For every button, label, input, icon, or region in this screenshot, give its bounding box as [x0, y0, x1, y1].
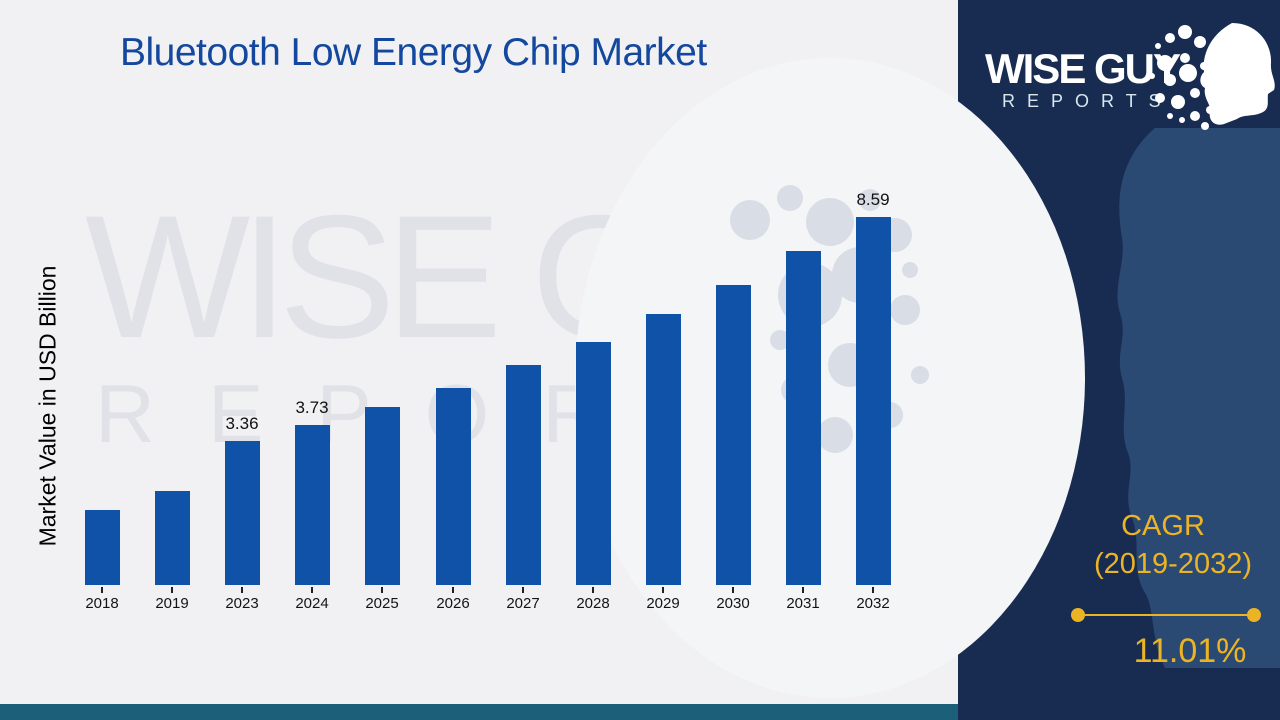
bar-2027 [505, 365, 541, 585]
x-axis-tick [171, 587, 173, 593]
bar-2025 [364, 407, 400, 585]
bar-value-label: 8.59 [856, 190, 890, 209]
x-axis-label: 2027 [506, 595, 540, 612]
bar-2018 [84, 510, 120, 585]
x-axis-label: 2026 [436, 595, 470, 612]
x-axis-label: 2032 [856, 595, 890, 612]
bar-2030 [715, 285, 751, 585]
x-axis-label: 2031 [786, 595, 820, 612]
logo-wordmark: WISE GUY [985, 45, 1181, 92]
x-axis-label: 2029 [646, 595, 680, 612]
logo-head-icon [1148, 23, 1275, 130]
x-axis-tick [592, 587, 594, 593]
x-axis-tick [662, 587, 664, 593]
bar-2024 [294, 425, 330, 585]
logo-reports: REPORTS [1002, 91, 1173, 111]
x-axis-label: 2024 [295, 595, 329, 612]
x-axis-tick [311, 587, 313, 593]
bar-value-label: 3.36 [225, 414, 259, 433]
x-axis-tick [522, 587, 524, 593]
bar-2031 [785, 251, 821, 585]
cagr-value: 11.01% [1133, 632, 1247, 670]
x-axis-label: 2023 [225, 595, 259, 612]
chart-title: Bluetooth Low Energy Chip Market [120, 31, 707, 74]
bar-2029 [645, 314, 681, 585]
x-axis-tick [452, 587, 454, 593]
x-axis-tick [732, 587, 734, 593]
bar-2023 [224, 441, 260, 585]
x-axis-tick [802, 587, 804, 593]
bar-value-label: 3.73 [295, 398, 329, 417]
cagr-divider-line [1071, 608, 1261, 622]
x-axis-tick [872, 587, 874, 593]
x-axis-tick [101, 587, 103, 593]
x-axis-label: 2018 [85, 595, 119, 612]
y-axis-label: Market Value in USD Billion [34, 265, 61, 547]
x-axis-label: 2025 [365, 595, 399, 612]
x-axis-tick [381, 587, 383, 593]
x-axis-label: 2030 [716, 595, 750, 612]
x-axis-label: 2028 [576, 595, 610, 612]
bar-2019 [154, 491, 190, 585]
bar-2032 [855, 217, 891, 585]
cagr-range: (2019-2032) [1094, 548, 1252, 580]
bar-2028 [575, 342, 611, 585]
cagr-label: CAGR [1121, 510, 1205, 542]
bar-2026 [435, 388, 471, 585]
x-axis-tick [241, 587, 243, 593]
face-silhouette-graphic [1117, 128, 1280, 668]
line-end-dot-left [1071, 608, 1085, 622]
line-end-dot-right [1247, 608, 1261, 622]
footer-accent-bar [0, 704, 958, 720]
x-axis-label: 2019 [155, 595, 189, 612]
